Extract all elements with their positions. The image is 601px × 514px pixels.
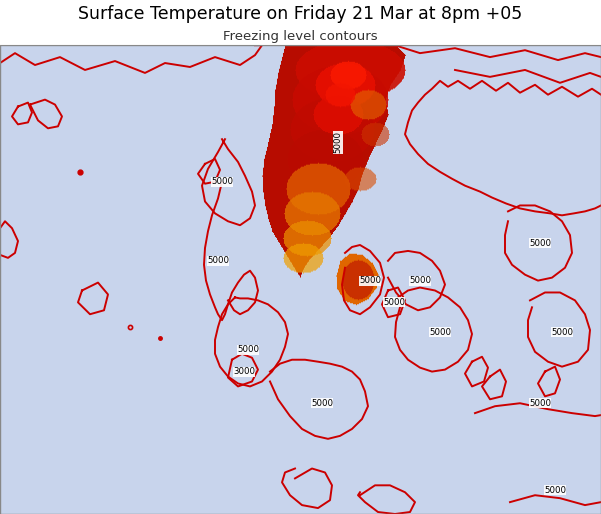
Text: 5000: 5000	[207, 256, 229, 265]
Text: 5000: 5000	[237, 345, 259, 354]
Text: 5000: 5000	[383, 298, 405, 307]
Text: 5000: 5000	[211, 177, 233, 186]
Text: 5000: 5000	[529, 399, 551, 408]
Text: 5000: 5000	[429, 327, 451, 337]
Text: 5000: 5000	[409, 276, 431, 285]
Text: 5000: 5000	[544, 486, 566, 495]
Text: 5000: 5000	[551, 327, 573, 337]
Text: 5000: 5000	[359, 276, 381, 285]
Text: 3000: 3000	[233, 367, 255, 376]
Text: Surface Temperature on Friday 21 Mar at 8pm +05: Surface Temperature on Friday 21 Mar at …	[78, 6, 523, 24]
Text: 5000: 5000	[334, 131, 343, 153]
Text: 5000: 5000	[529, 238, 551, 248]
Text: 5000: 5000	[311, 399, 333, 408]
Text: Freezing level contours: Freezing level contours	[223, 30, 378, 43]
